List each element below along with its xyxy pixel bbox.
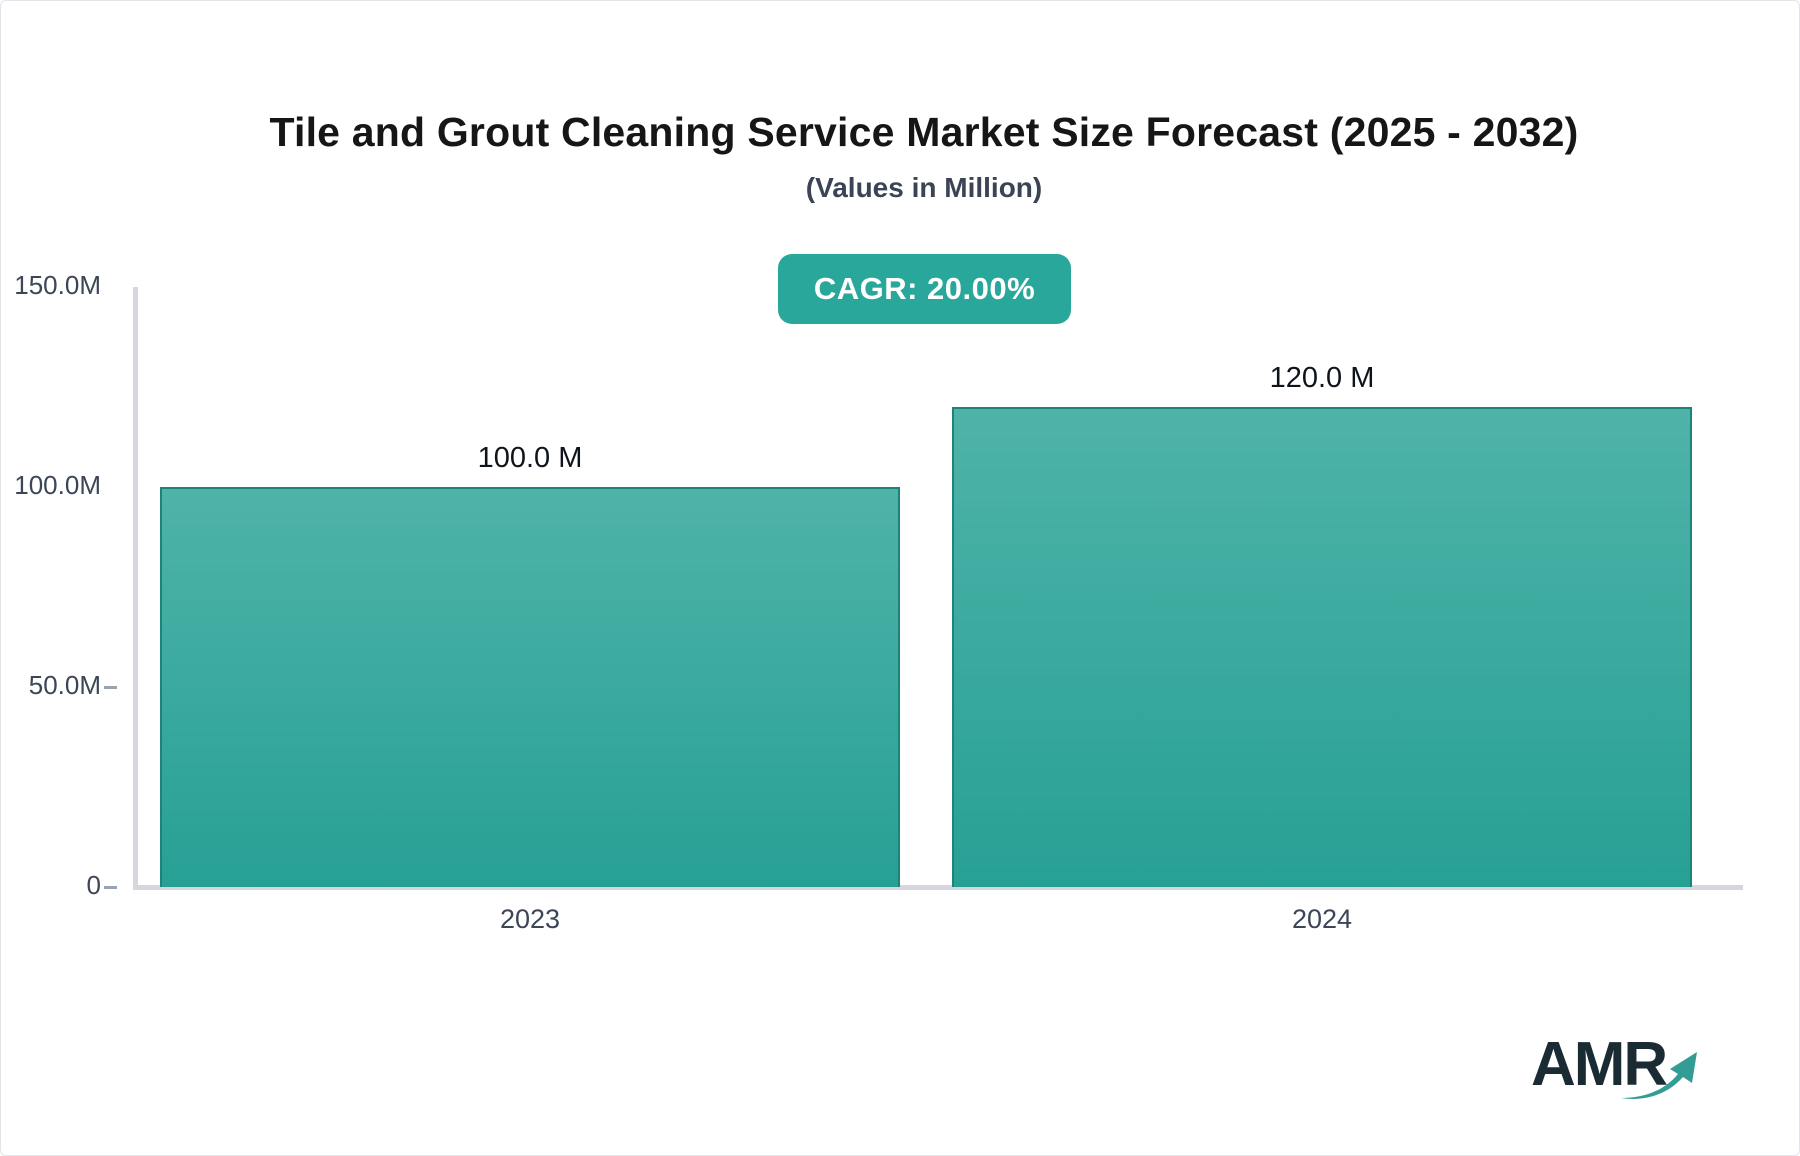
chart-subtitle: (Values in Million) [805, 172, 1043, 203]
cagr-badge: CAGR: 20.00% [778, 254, 1071, 324]
y-tick-label: 100.0M [14, 470, 101, 500]
y-tick-mark [104, 686, 117, 689]
bar-value-label: 120.0 M [1269, 362, 1375, 394]
y-axis-line [133, 287, 138, 890]
x-axis-label: 2024 [1291, 904, 1353, 934]
y-tick-label: 150.0M [14, 270, 101, 300]
bar-value-label: 100.0 M [477, 442, 583, 474]
y-tick-label: 0 [86, 870, 101, 900]
x-axis-label: 2023 [499, 904, 561, 934]
bar-2024[interactable] [952, 407, 1692, 887]
y-tick-label: 50.0M [28, 670, 101, 700]
chart-title: Tile and Grout Cleaning Service Market S… [269, 109, 1579, 155]
amr-logo: AMR [1531, 1029, 1731, 1115]
amr-logo-arrow-icon [1621, 1052, 1697, 1099]
bar-2023[interactable] [160, 487, 900, 887]
amr-logo-text: AMR [1531, 1030, 1668, 1099]
y-tick-mark [104, 886, 117, 889]
x-axis-line [133, 885, 1743, 890]
